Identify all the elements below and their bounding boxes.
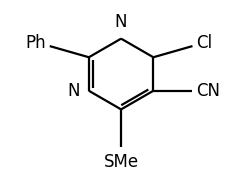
Text: Cl: Cl [196, 34, 212, 52]
Text: N: N [67, 82, 80, 100]
Text: Ph: Ph [26, 34, 46, 52]
Text: SMe: SMe [103, 153, 139, 171]
Text: CN: CN [196, 82, 220, 100]
Text: N: N [115, 13, 127, 31]
